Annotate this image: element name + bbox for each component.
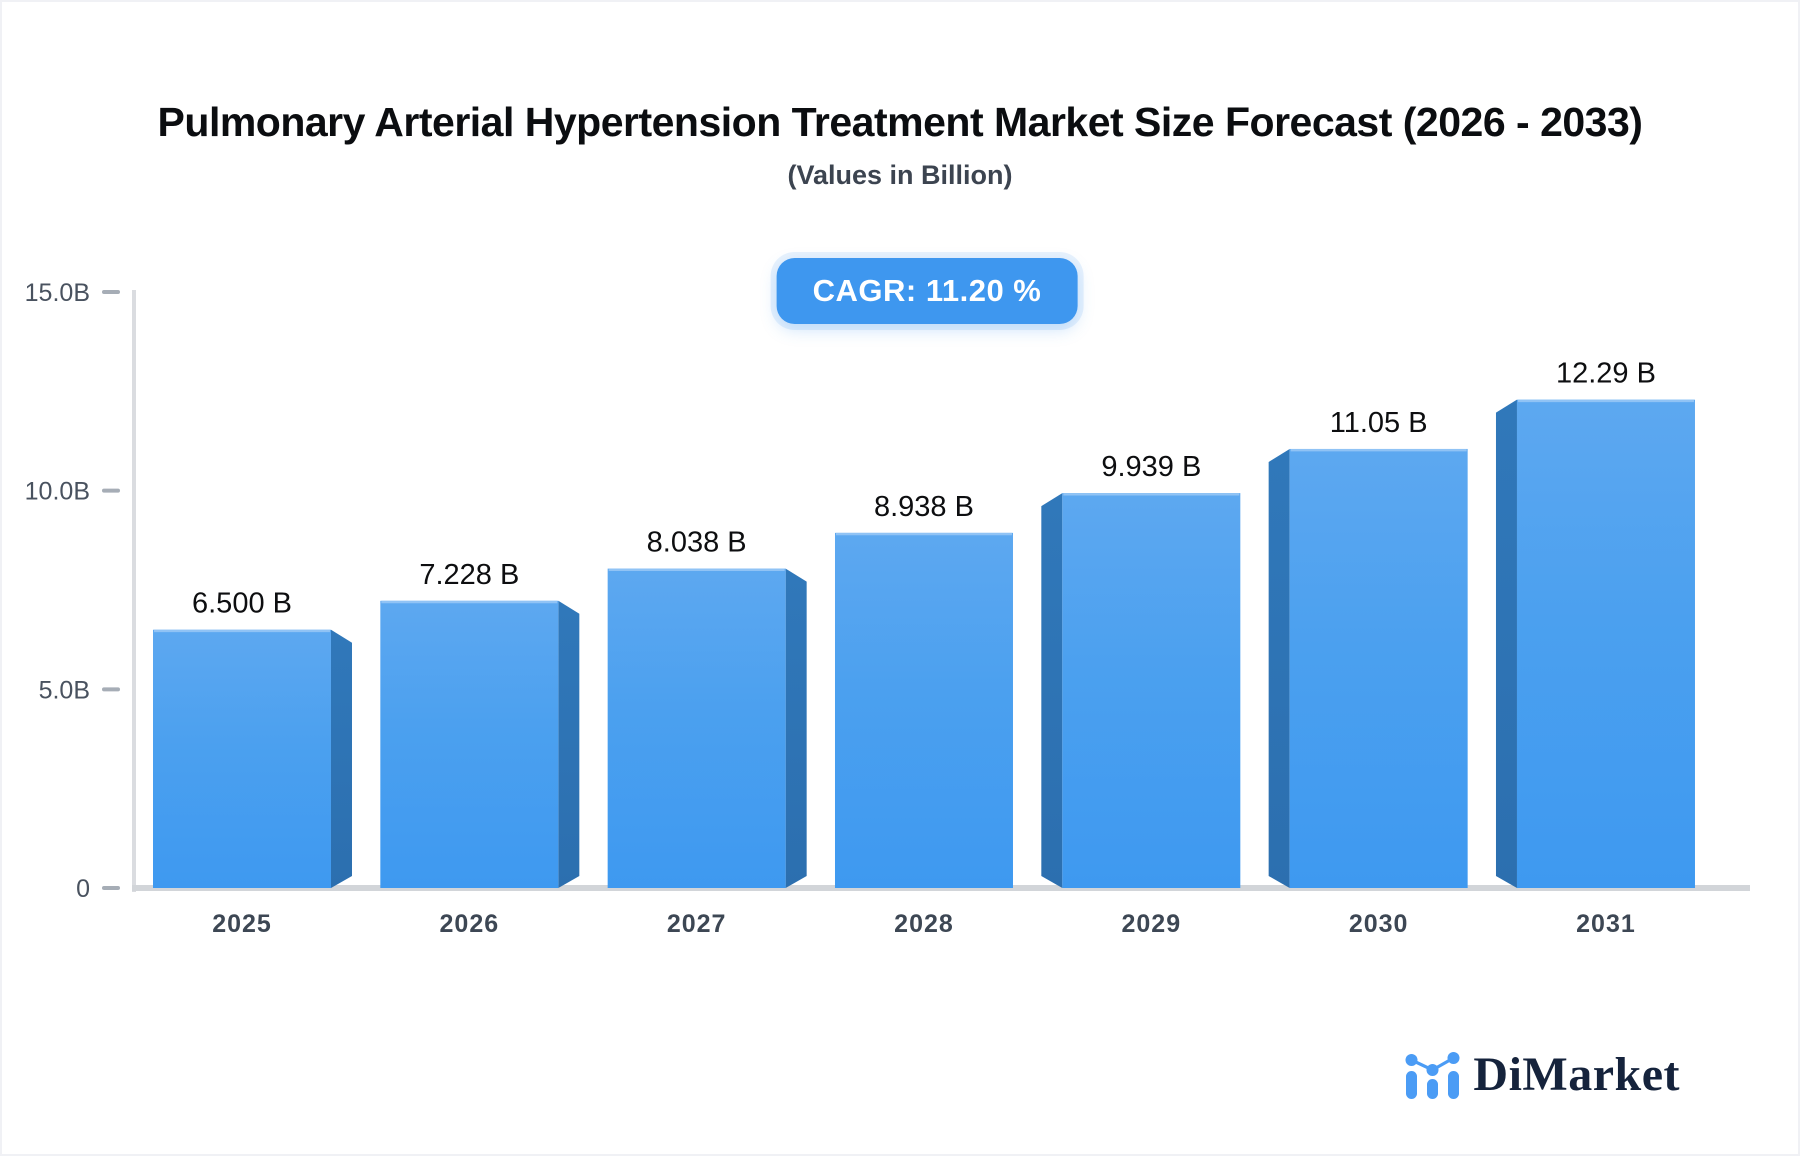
y-tick-15.0B: 15.0B [25, 279, 120, 307]
y-tick-label: 0 [76, 875, 90, 903]
bar-value-label: 7.228 B [419, 559, 519, 591]
tick-dash [102, 488, 120, 493]
tick-dash [102, 687, 120, 692]
y-tick-label: 15.0B [25, 279, 90, 307]
bar-2029: 9.939 B 2029 [1041, 451, 1241, 938]
tick-dash [102, 290, 120, 294]
bar-value-label: 11.05 B [1330, 407, 1428, 439]
tick-dash [102, 886, 120, 890]
y-tick-0: 0 [76, 875, 120, 903]
bar-side [1041, 493, 1063, 888]
bar-face [153, 629, 331, 888]
cagr-badge: CAGR: 11.20 % [776, 258, 1078, 324]
bar-2026: 7.228 B 2026 [380, 559, 580, 938]
x-category-label: 2026 [440, 910, 500, 938]
y-axis-line [132, 290, 136, 892]
mini-bar-line-chart-icon [1405, 1051, 1460, 1099]
bar-value-label: 8.938 B [874, 491, 974, 523]
y-tick-label: 10.0B [25, 478, 90, 506]
bar-value-label: 6.500 B [192, 588, 292, 620]
y-tick-10.0B: 10.0B [25, 478, 120, 506]
bar-side [331, 629, 352, 888]
brand-name: DiMarket [1473, 1048, 1680, 1101]
x-category-label: 2029 [1122, 910, 1182, 938]
bar-face [1289, 448, 1468, 888]
bar-2027: 8.038 B 2027 [607, 527, 807, 938]
brand-logo: DiMarket [1403, 1047, 1680, 1102]
bar-face [380, 600, 559, 888]
x-category-label: 2027 [667, 910, 727, 938]
bar-2031: 12.29 B 2031 [1495, 358, 1695, 938]
bar-face [1516, 399, 1695, 888]
bar-side [1268, 448, 1290, 888]
chart-title: Pulmonary Arterial Hypertension Treatmen… [157, 99, 1643, 145]
bar-face [1062, 493, 1241, 888]
bar-2028: 8.938 B 2028 [834, 491, 1013, 938]
bar-2030: 11.05 B 2030 [1268, 407, 1468, 938]
x-category-label: 2028 [894, 910, 954, 938]
x-category-label: 2025 [212, 910, 272, 938]
x-category-label: 2031 [1576, 910, 1636, 938]
bar-face [607, 568, 786, 888]
bar-2025: 6.500 B 2025 [153, 588, 352, 938]
bar-value-label: 12.29 B [1556, 358, 1656, 390]
y-tick-5.0B: 5.0B [39, 676, 120, 704]
bar-face [834, 532, 1013, 888]
x-category-label: 2030 [1349, 910, 1409, 938]
chart-header: Pulmonary Arterial Hypertension Treatmen… [2, 2, 1798, 191]
bar-side [558, 600, 580, 888]
bar-value-label: 9.939 B [1101, 451, 1201, 483]
bar-side [785, 568, 807, 888]
bar-side [1495, 399, 1517, 888]
y-tick-label: 5.0B [39, 676, 90, 704]
chart-subtitle: (Values in Billion) [787, 160, 1013, 190]
bar-value-label: 8.038 B [647, 527, 747, 559]
